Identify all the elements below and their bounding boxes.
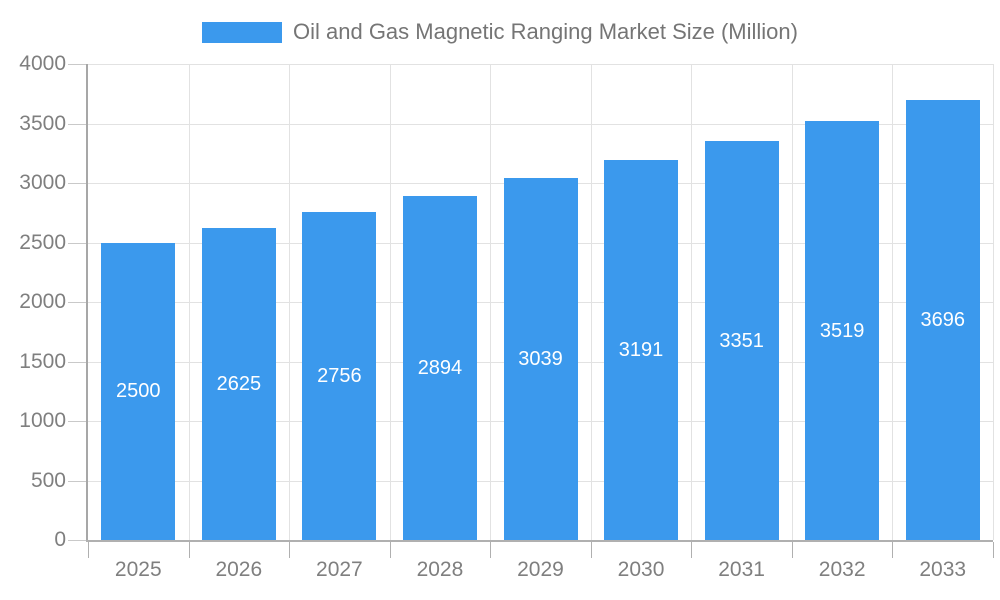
y-axis-tick bbox=[68, 361, 88, 363]
y-axis-tick bbox=[68, 480, 88, 482]
x-gridline bbox=[892, 64, 894, 540]
bar[interactable] bbox=[604, 160, 679, 540]
x-axis-tick-label: 2028 bbox=[416, 558, 464, 581]
bar-value-label: 3696 bbox=[920, 309, 965, 332]
bar-value-label: 3519 bbox=[819, 319, 865, 342]
bar[interactable] bbox=[201, 227, 276, 540]
bar[interactable] bbox=[503, 178, 578, 540]
y-axis-tick bbox=[68, 242, 88, 244]
y-gridline bbox=[88, 64, 993, 65]
x-axis-tick-label: 2027 bbox=[316, 558, 363, 581]
x-axis-tick bbox=[289, 542, 291, 558]
y-axis-tick-label: 4000 bbox=[19, 52, 66, 75]
bar-value-label: 3039 bbox=[518, 348, 563, 371]
y-axis-tick-label: 2000 bbox=[19, 290, 66, 313]
y-axis-line bbox=[86, 64, 88, 542]
y-axis-tick bbox=[68, 540, 88, 541]
bar-value-label: 3351 bbox=[719, 329, 764, 352]
y-axis-tick bbox=[68, 123, 88, 125]
y-axis-tick-label: 3500 bbox=[19, 111, 66, 135]
y-axis-tick-label: 3000 bbox=[19, 171, 66, 194]
x-gridline bbox=[590, 64, 592, 540]
bar[interactable] bbox=[905, 100, 980, 540]
x-gridline bbox=[993, 64, 994, 540]
x-axis-tick-label: 2025 bbox=[114, 558, 162, 581]
legend-label: Oil and Gas Magnetic Ranging Market Size… bbox=[293, 19, 798, 44]
x-gridline bbox=[389, 64, 391, 540]
legend-swatch bbox=[202, 21, 282, 43]
x-axis-tick bbox=[490, 542, 492, 558]
x-gridline bbox=[691, 64, 693, 540]
x-axis-tick bbox=[791, 542, 793, 558]
bar-value-label: 2625 bbox=[216, 372, 262, 395]
x-axis-tick-label: 2033 bbox=[919, 558, 967, 581]
bar-value-label: 2894 bbox=[417, 356, 463, 379]
y-gridline bbox=[88, 123, 993, 125]
x-axis-tick bbox=[691, 542, 693, 558]
y-axis-tick-label: 2500 bbox=[19, 230, 66, 254]
y-axis-tick bbox=[68, 183, 88, 184]
x-axis-line bbox=[86, 540, 993, 542]
x-gridline bbox=[289, 64, 291, 540]
x-axis-tick-label: 2031 bbox=[718, 558, 765, 581]
bar[interactable] bbox=[302, 212, 377, 540]
y-axis-tick-label: 1000 bbox=[19, 409, 66, 432]
x-axis-tick bbox=[389, 542, 391, 558]
bar-value-label: 3191 bbox=[618, 339, 664, 362]
x-gridline bbox=[791, 64, 793, 540]
y-axis-tick-label: 500 bbox=[30, 468, 66, 492]
y-axis-tick bbox=[68, 64, 88, 65]
y-axis-tick-label: 1500 bbox=[19, 349, 66, 373]
x-axis-tick-label: 2032 bbox=[818, 558, 866, 581]
bar-value-label: 2756 bbox=[317, 365, 362, 388]
bar[interactable] bbox=[402, 195, 477, 540]
x-gridline bbox=[490, 64, 492, 540]
x-axis-tick bbox=[993, 542, 994, 558]
x-axis-tick-label: 2026 bbox=[215, 558, 263, 581]
legend-item[interactable]: Oil and Gas Magnetic Ranging Market Size… bbox=[0, 19, 1000, 45]
y-axis-tick-label: 0 bbox=[54, 528, 66, 551]
bar[interactable] bbox=[704, 141, 779, 540]
x-axis-tick-label: 2030 bbox=[617, 558, 665, 581]
x-axis-tick bbox=[892, 542, 894, 558]
bar-value-label: 2500 bbox=[116, 380, 161, 403]
x-axis-tick bbox=[590, 542, 592, 558]
x-axis-tick bbox=[188, 542, 190, 558]
y-axis-tick bbox=[68, 421, 88, 422]
x-gridline bbox=[188, 64, 190, 540]
y-axis-tick bbox=[68, 302, 88, 303]
x-axis-tick bbox=[88, 542, 89, 558]
bar[interactable] bbox=[101, 242, 176, 540]
bar[interactable] bbox=[805, 121, 880, 540]
x-axis-tick-label: 2029 bbox=[517, 558, 564, 581]
